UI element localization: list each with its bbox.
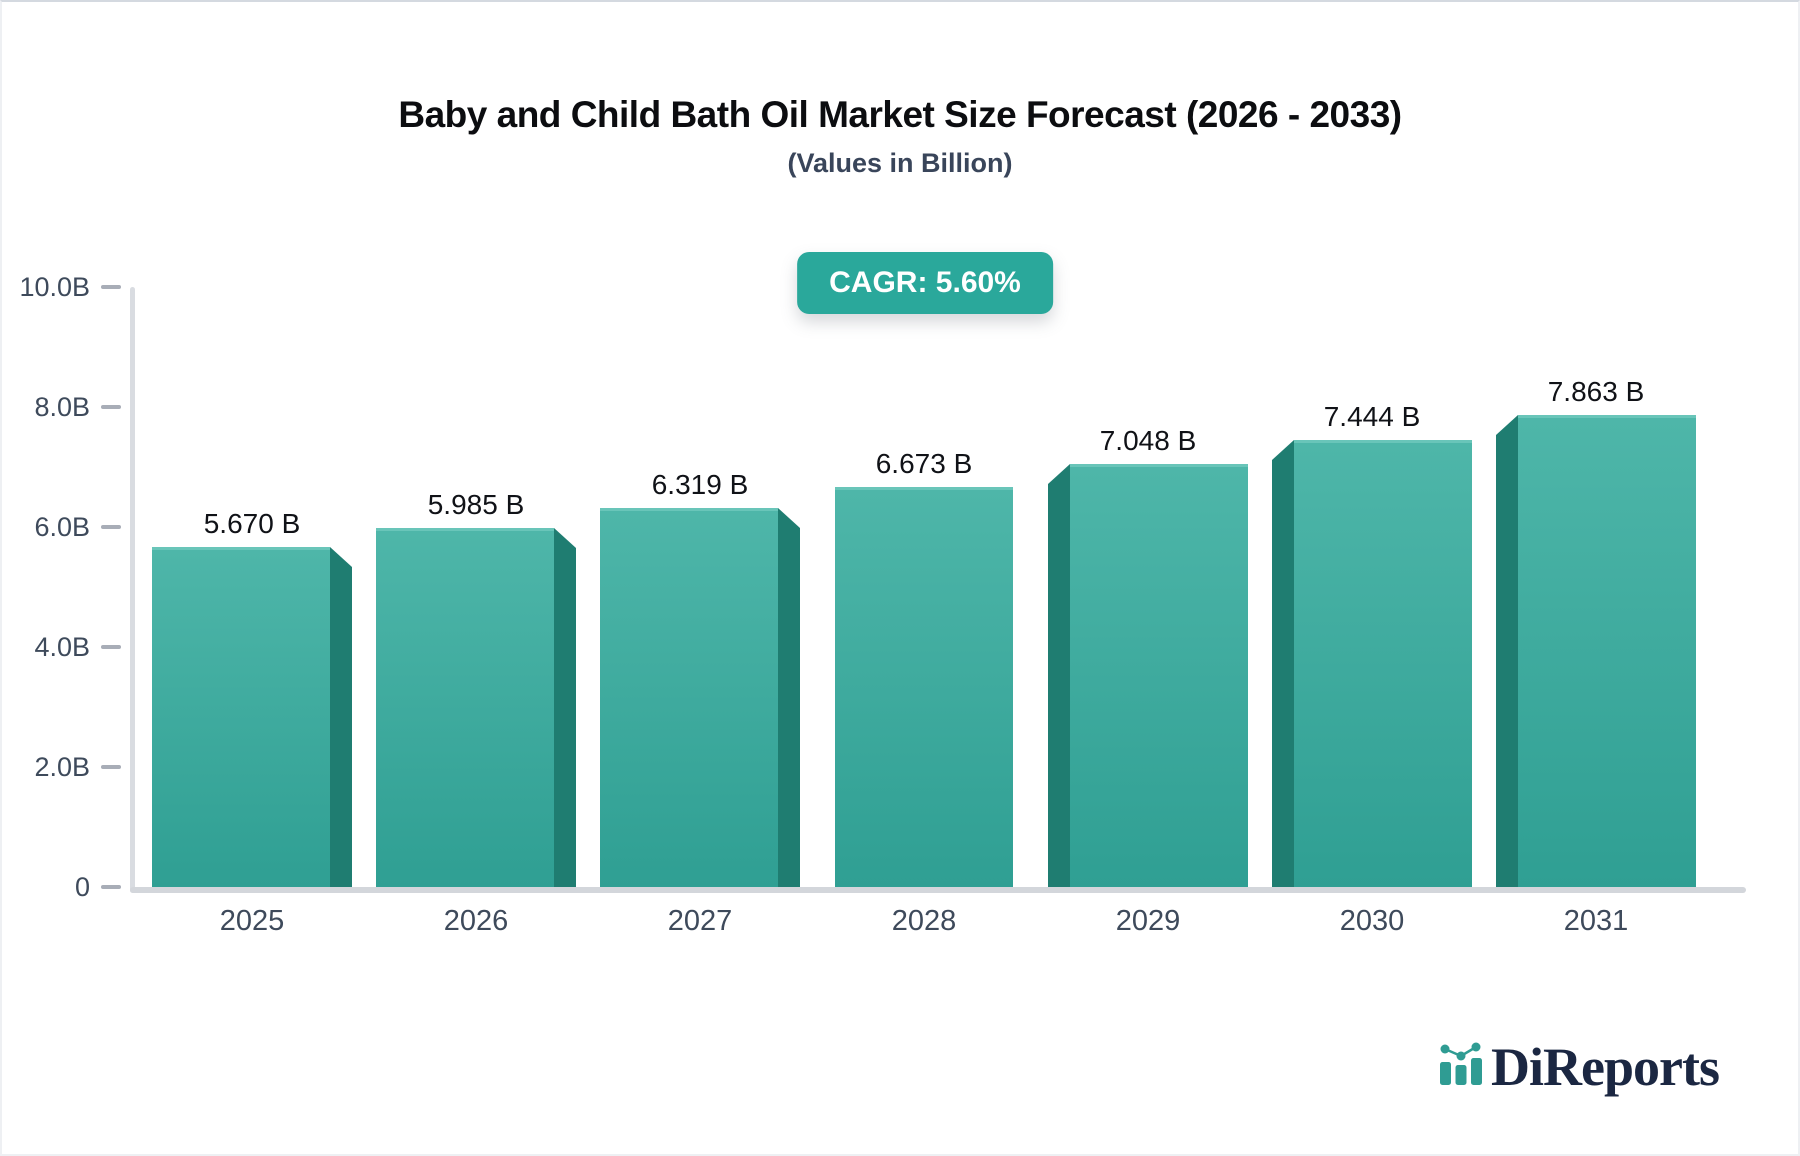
bar-value-label: 6.673 B bbox=[875, 448, 973, 479]
y-tick-dash bbox=[101, 645, 121, 649]
bar-2030 bbox=[1272, 440, 1472, 887]
bar-2028 bbox=[835, 487, 1013, 887]
y-tick-dash bbox=[101, 285, 121, 289]
y-axis-line bbox=[130, 287, 135, 893]
chart-title: Baby and Child Bath Oil Market Size Fore… bbox=[398, 94, 1402, 135]
bar-face bbox=[1070, 464, 1248, 887]
bars-layer: 5.670 B 5.985 B 6.319 B 6.673 B 7.048 B 7.444… bbox=[152, 2, 1696, 887]
x-tick-label-2027: 2027 bbox=[667, 905, 733, 937]
x-tick-label-2031: 2031 bbox=[1563, 905, 1629, 937]
chart-header: Baby and Child Bath Oil Market Size Fore… bbox=[2, 94, 1798, 179]
bar-side-face bbox=[1048, 464, 1070, 887]
x-axis-line bbox=[130, 887, 1746, 893]
y-tick-label: 4.0B bbox=[34, 632, 90, 662]
x-tick-label-2029: 2029 bbox=[1115, 905, 1181, 937]
y-tick-label: 0 bbox=[74, 872, 90, 902]
bar-face bbox=[376, 528, 554, 887]
bar-slot-2030: 7.444 B bbox=[1272, 401, 1472, 887]
y-tick-label: 2.0B bbox=[34, 752, 90, 782]
bar-2025 bbox=[152, 547, 352, 887]
y-tick-label: 8.0B bbox=[34, 392, 90, 422]
bar-2026 bbox=[376, 528, 576, 887]
bar-face bbox=[1294, 440, 1472, 887]
y-tick-label: 10.0B bbox=[19, 272, 90, 302]
y-tick-dash bbox=[101, 405, 121, 409]
chart-subtitle: (Values in Billion) bbox=[787, 148, 1013, 178]
bar-side-face bbox=[1496, 415, 1518, 887]
bar-value-label: 5.670 B bbox=[203, 508, 301, 539]
y-tick-dash bbox=[101, 885, 121, 889]
bar-slot-2028: 6.673 B bbox=[824, 448, 1024, 887]
bar-face bbox=[600, 508, 778, 887]
x-tick-label-2028: 2028 bbox=[891, 905, 957, 937]
x-axis-labels: 2025 2026 2027 2028 2029 2030 2031 bbox=[152, 905, 1696, 938]
bar-value-label: 7.863 B bbox=[1547, 376, 1645, 407]
bar-side-face bbox=[554, 528, 576, 887]
bar-face bbox=[1518, 415, 1696, 887]
bar-face bbox=[152, 547, 330, 887]
bar-slot-2031: 7.863 B bbox=[1496, 376, 1696, 887]
bar-value-label: 7.048 B bbox=[1099, 425, 1197, 456]
bar-value-label: 6.319 B bbox=[651, 469, 749, 500]
bar-slot-2027: 6.319 B bbox=[600, 469, 800, 887]
bar-slot-2029: 7.048 B bbox=[1048, 425, 1248, 887]
bar-2031 bbox=[1496, 415, 1696, 887]
bar-slot-2025: 5.670 B bbox=[152, 508, 352, 887]
x-tick-label-2030: 2030 bbox=[1339, 905, 1405, 937]
y-tick-dash bbox=[101, 525, 121, 529]
cagr-badge: CAGR: 5.60% bbox=[797, 252, 1053, 314]
x-tick-label-2026: 2026 bbox=[443, 905, 509, 937]
mini-bar-chart-icon bbox=[1440, 1042, 1482, 1085]
bar-side-face bbox=[1272, 440, 1294, 887]
bar-side-face bbox=[330, 547, 352, 887]
bar-slot-2026: 5.985 B bbox=[376, 489, 576, 887]
brand-logo: DiReports bbox=[1439, 1037, 1720, 1097]
bar-side-face bbox=[778, 508, 800, 887]
bar-2027 bbox=[600, 508, 800, 887]
x-tick-label-2025: 2025 bbox=[219, 905, 285, 937]
y-tick-dash bbox=[101, 765, 121, 769]
bar-value-label: 5.985 B bbox=[427, 489, 525, 520]
y-tick-label: 6.0B bbox=[34, 512, 90, 542]
bar-2029 bbox=[1048, 464, 1248, 887]
bar-face bbox=[835, 487, 1013, 887]
bar-value-label: 7.444 B bbox=[1323, 401, 1421, 432]
brand-name: DiReports bbox=[1491, 1037, 1720, 1097]
